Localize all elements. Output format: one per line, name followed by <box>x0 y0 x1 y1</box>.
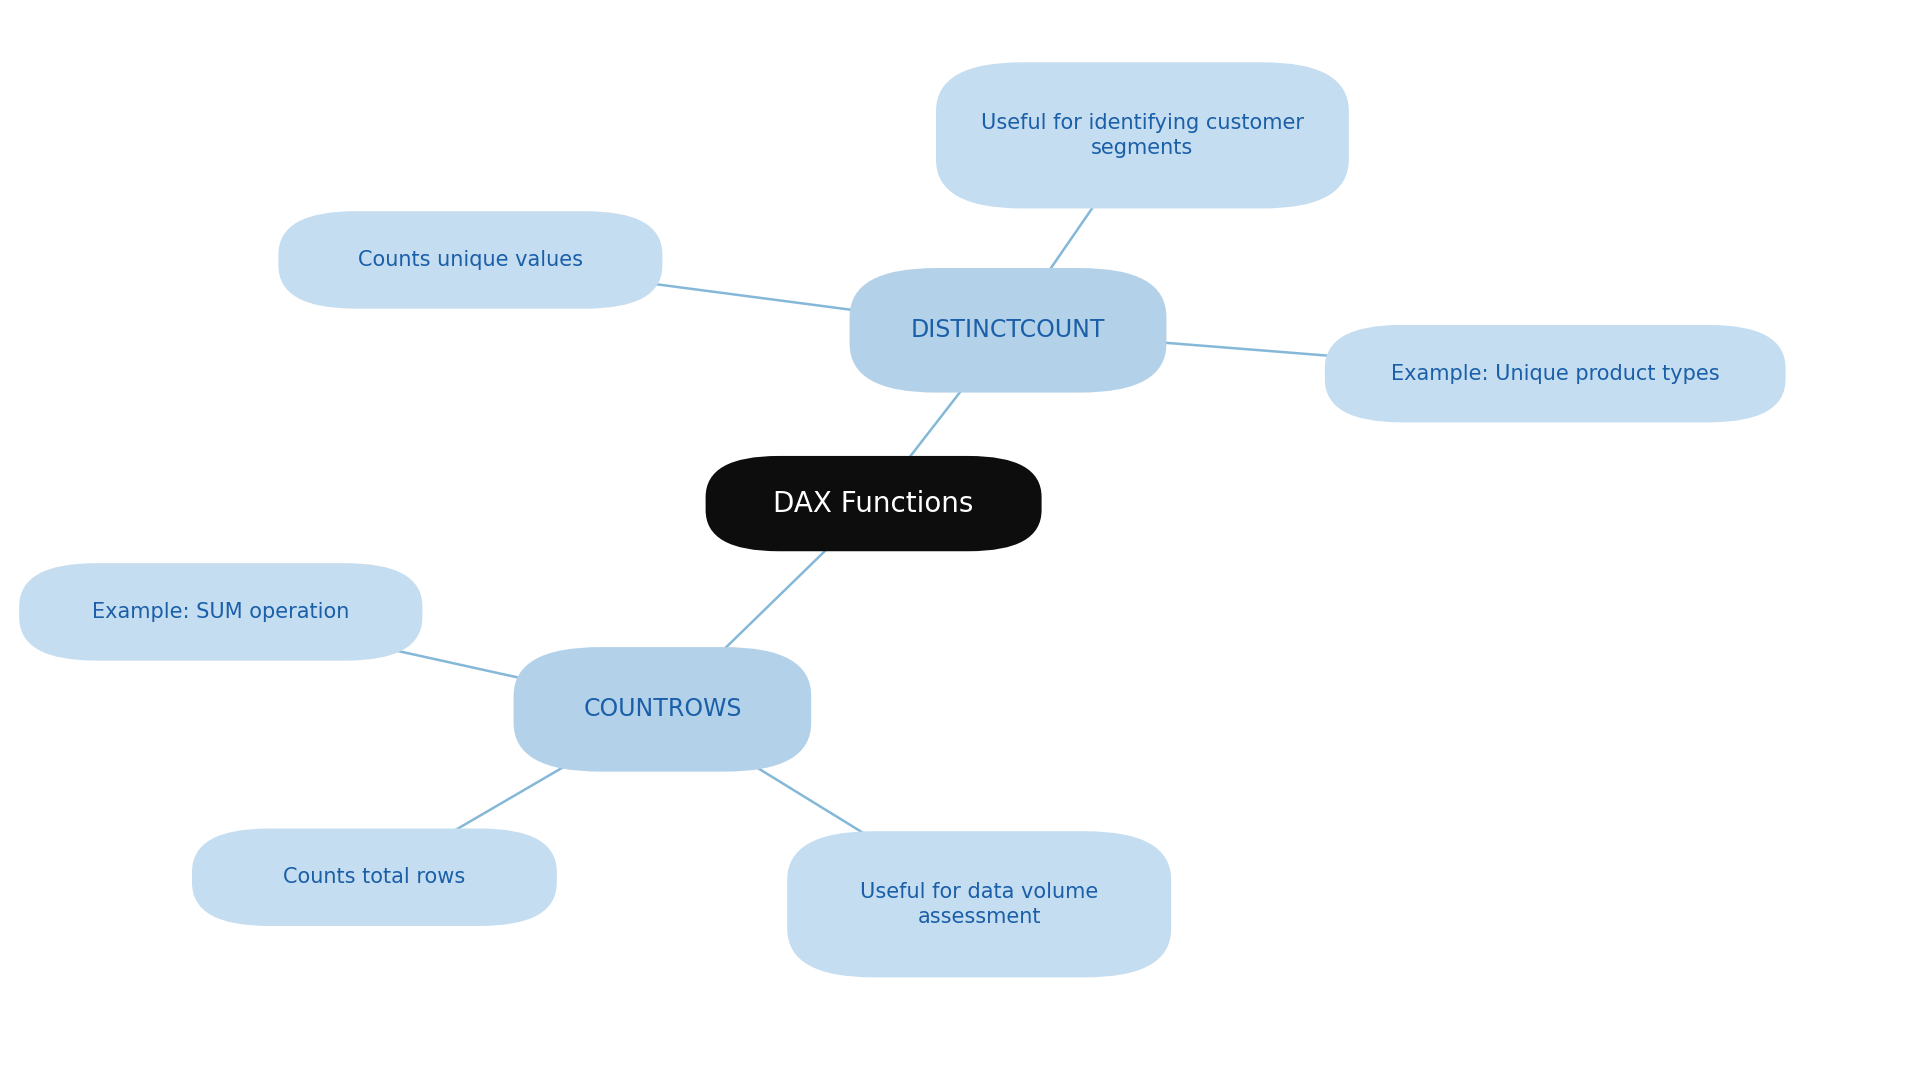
Text: Useful for data volume
assessment: Useful for data volume assessment <box>860 882 1098 927</box>
FancyBboxPatch shape <box>19 563 422 661</box>
Text: Example: SUM operation: Example: SUM operation <box>92 602 349 622</box>
FancyBboxPatch shape <box>787 832 1171 977</box>
FancyBboxPatch shape <box>707 456 1041 551</box>
FancyBboxPatch shape <box>1325 325 1786 422</box>
FancyBboxPatch shape <box>513 648 810 772</box>
Text: Example: Unique product types: Example: Unique product types <box>1390 364 1720 383</box>
FancyBboxPatch shape <box>849 269 1167 393</box>
Text: COUNTROWS: COUNTROWS <box>584 697 741 721</box>
Text: Counts total rows: Counts total rows <box>284 867 465 887</box>
Text: DISTINCTCOUNT: DISTINCTCOUNT <box>910 318 1106 342</box>
FancyBboxPatch shape <box>937 63 1348 208</box>
Text: Counts unique values: Counts unique values <box>357 250 584 270</box>
FancyBboxPatch shape <box>278 211 662 309</box>
Text: Useful for identifying customer
segments: Useful for identifying customer segments <box>981 113 1304 158</box>
Text: DAX Functions: DAX Functions <box>774 490 973 518</box>
FancyBboxPatch shape <box>192 828 557 926</box>
